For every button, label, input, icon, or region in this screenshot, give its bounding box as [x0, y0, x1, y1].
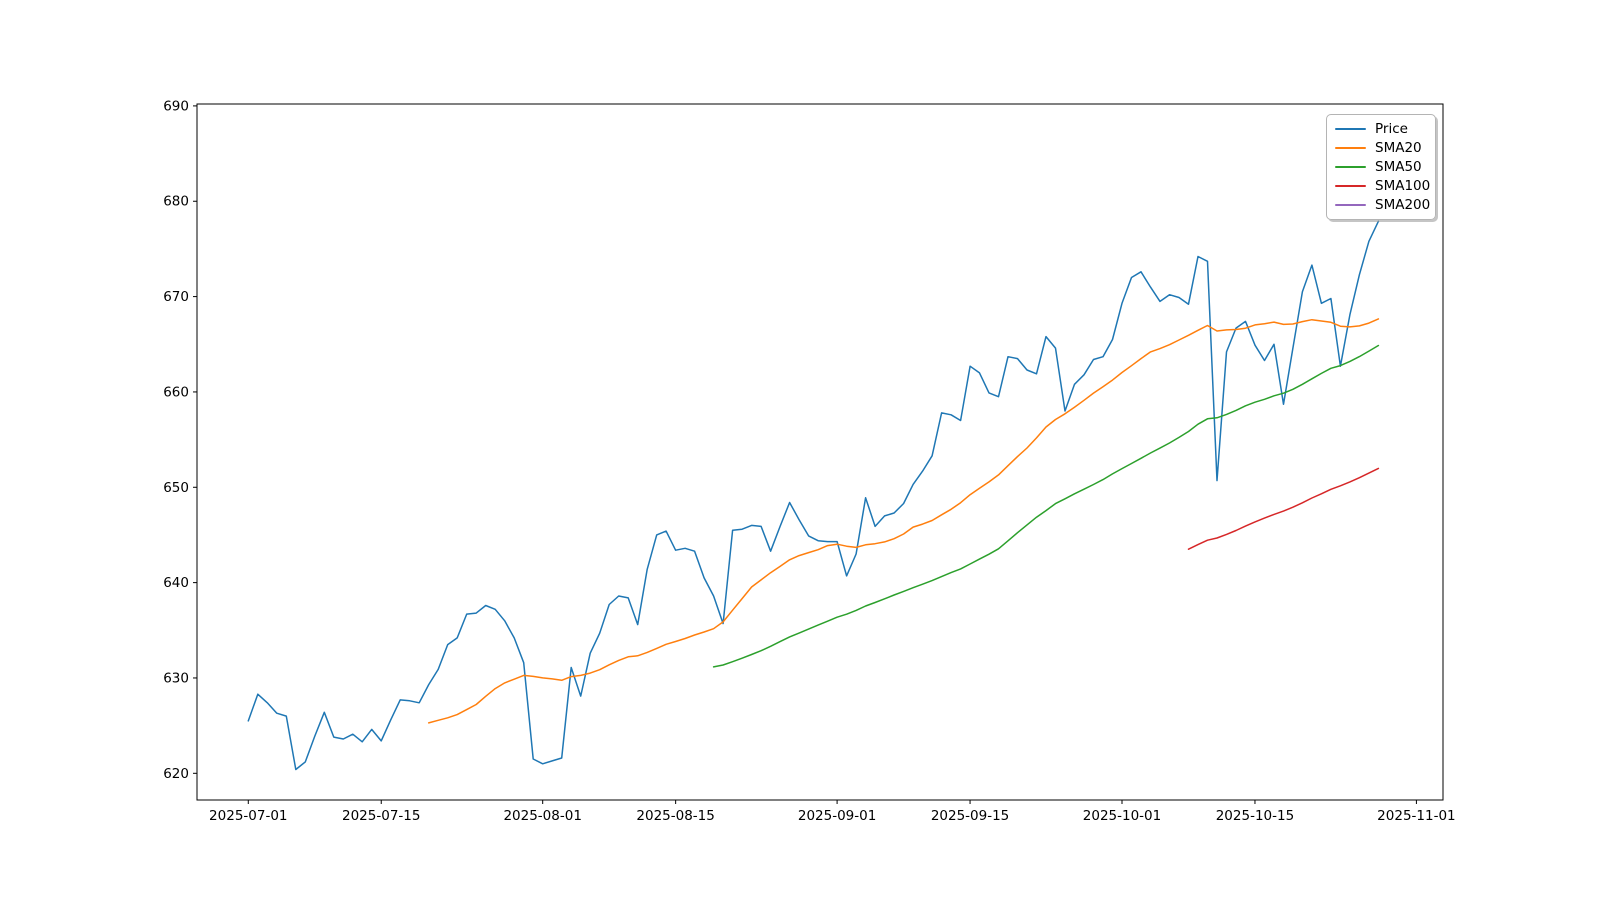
y-tick-label: 630 — [163, 670, 189, 686]
sma20-line — [427, 318, 1380, 724]
x-tick-label: 2025-08-15 — [636, 808, 714, 824]
legend-label: SMA20 — [1375, 140, 1422, 157]
legend-item-sma20: SMA20 — [1335, 139, 1427, 158]
legend-label: Price — [1375, 121, 1408, 138]
legend-item-sma200: SMA200 — [1335, 195, 1431, 214]
plot-area — [196, 103, 1444, 801]
x-tick-label: 2025-10-15 — [1216, 808, 1294, 824]
x-tick-label: 2025-07-01 — [209, 808, 287, 824]
legend-line-swatch — [1335, 147, 1366, 150]
price-line — [247, 220, 1380, 771]
legend-label: SMA100 — [1375, 177, 1431, 194]
sma100-line — [1187, 467, 1380, 550]
legend-line-swatch — [1335, 165, 1366, 168]
x-tick-label: 2025-11-01 — [1377, 808, 1455, 824]
x-tick-label: 2025-09-01 — [798, 808, 876, 824]
x-tick-label: 2025-09-15 — [931, 808, 1009, 824]
y-tick-label: 640 — [163, 575, 189, 591]
sma50-line — [712, 344, 1380, 668]
legend-line-swatch — [1335, 184, 1366, 187]
legend-label: SMA50 — [1375, 158, 1422, 175]
y-tick-label: 660 — [163, 384, 189, 400]
y-tick-label: 690 — [163, 98, 189, 114]
y-tick-label: 670 — [163, 289, 189, 305]
legend-line-swatch — [1335, 128, 1366, 131]
y-tick-label: 680 — [163, 194, 189, 210]
x-tick-label: 2025-10-01 — [1083, 808, 1161, 824]
legend-label: SMA200 — [1375, 196, 1431, 213]
y-tick-label: 650 — [163, 480, 189, 496]
y-tick-label: 620 — [163, 766, 189, 782]
x-tick-label: 2025-07-15 — [342, 808, 420, 824]
legend-item-price: Price — [1335, 120, 1427, 139]
legend-item-sma50: SMA50 — [1335, 158, 1427, 177]
x-tick-label: 2025-08-01 — [503, 808, 581, 824]
legend: Price SMA20 SMA50 SMA100 SMA200 — [1326, 114, 1436, 220]
legend-line-swatch — [1335, 203, 1366, 206]
legend-item-sma100: SMA100 — [1335, 176, 1431, 195]
